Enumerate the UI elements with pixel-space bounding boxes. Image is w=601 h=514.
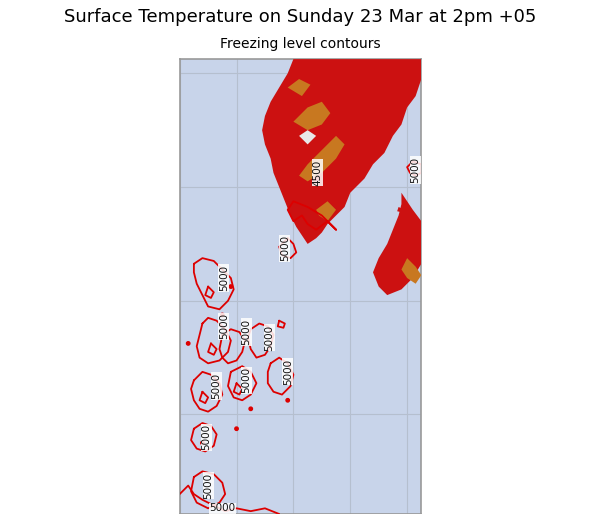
Text: 5000: 5000: [280, 235, 290, 261]
Polygon shape: [299, 136, 344, 181]
Text: 5000: 5000: [242, 319, 251, 345]
Text: 5000: 5000: [203, 472, 213, 499]
Text: 5000: 5000: [219, 314, 229, 339]
Text: 5000: 5000: [219, 265, 229, 291]
Circle shape: [221, 313, 224, 317]
Circle shape: [186, 342, 190, 345]
Text: 5000: 5000: [264, 325, 274, 351]
Circle shape: [201, 441, 204, 445]
Circle shape: [286, 398, 290, 402]
Text: Surface Temperature on Sunday 23 Mar at 2pm +05: Surface Temperature on Sunday 23 Mar at …: [64, 8, 537, 26]
Text: 5000: 5000: [410, 157, 421, 183]
Text: 5000: 5000: [202, 424, 212, 450]
Circle shape: [249, 407, 252, 411]
Polygon shape: [373, 193, 430, 295]
Polygon shape: [401, 258, 421, 284]
Circle shape: [229, 285, 233, 288]
Polygon shape: [316, 201, 336, 221]
Polygon shape: [262, 59, 421, 244]
Polygon shape: [293, 102, 331, 130]
Text: 4500: 4500: [313, 160, 323, 186]
Text: 5000: 5000: [282, 359, 293, 385]
Text: 5000: 5000: [209, 503, 236, 513]
Circle shape: [235, 427, 238, 430]
Text: 5000: 5000: [212, 373, 222, 399]
Polygon shape: [288, 79, 311, 96]
Text: 5000: 5000: [242, 368, 251, 393]
Polygon shape: [397, 207, 404, 213]
Polygon shape: [299, 130, 316, 144]
Text: Freezing level contours: Freezing level contours: [220, 38, 381, 51]
